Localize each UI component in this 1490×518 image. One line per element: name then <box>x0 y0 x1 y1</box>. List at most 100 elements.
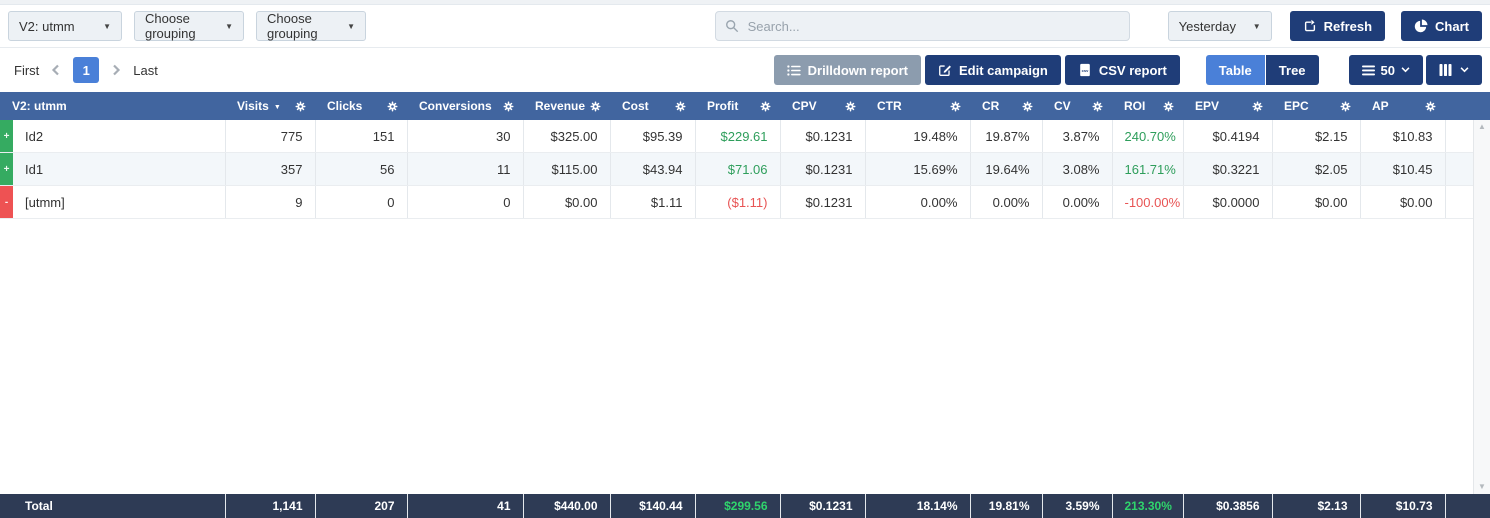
column-header-clicks[interactable]: Clicks <box>315 92 407 120</box>
data-cell: 9 <box>225 185 316 219</box>
row-filler <box>1445 185 1473 219</box>
column-settings-gear[interactable] <box>1163 101 1174 112</box>
row-name-cell: + Id1 <box>0 152 226 186</box>
column-label: CPV <box>792 99 817 113</box>
total-cell: 18.14% <box>865 494 971 518</box>
column-header-v2-utmm[interactable]: V2: utmm <box>0 92 225 120</box>
date-range-select[interactable]: Yesterday ▼ <box>1167 11 1272 41</box>
pagination: First 1 Last <box>8 57 158 83</box>
column-header-cost[interactable]: Cost <box>610 92 695 120</box>
data-cell: 0.00% <box>1042 185 1113 219</box>
vertical-scrollbar[interactable]: ▲ ▼ <box>1473 120 1490 494</box>
column-header-cr[interactable]: CR <box>970 92 1042 120</box>
drilldown-report-button[interactable]: Drilldown report <box>773 55 922 85</box>
column-settings-gear[interactable] <box>760 101 771 112</box>
column-chooser-button[interactable] <box>1426 55 1482 85</box>
total-cell: 41 <box>407 494 524 518</box>
column-settings-gear[interactable] <box>590 101 601 112</box>
column-header-revenue[interactable]: Revenue <box>523 92 610 120</box>
row-name[interactable]: Id2 <box>25 128 44 144</box>
total-cell: $299.56 <box>695 494 781 518</box>
grouping-select-1[interactable]: Choose grouping ▼ <box>134 11 244 41</box>
table-row[interactable]: + Id1 357 56 11 $115.00 $43.94 $71.06 $0.1231 15.… <box>0 152 1473 186</box>
row-filler <box>1445 152 1473 186</box>
column-settings-gear[interactable] <box>387 101 398 112</box>
table-row[interactable]: - [utmm] 9 0 0 $0.00 $1.11 ($1.11) $0.1231 0.00% 0… <box>0 185 1473 219</box>
chart-button[interactable]: Chart <box>1401 11 1482 41</box>
data-cell: 0 <box>407 185 524 219</box>
stats-table-header: V2: utmm Visits ▼ Clicks Conversions Revenue C… <box>0 92 1490 120</box>
column-header-roi[interactable]: ROI <box>1112 92 1183 120</box>
column-label: EPC <box>1284 99 1309 113</box>
table-view-label: Table <box>1218 62 1252 78</box>
column-header-ctr[interactable]: CTR <box>865 92 970 120</box>
data-cell: $0.1231 <box>780 185 866 219</box>
table-view-button[interactable]: Table <box>1205 55 1265 85</box>
column-settings-gear[interactable] <box>1340 101 1351 112</box>
column-settings-gear[interactable] <box>1022 101 1033 112</box>
tree-view-button[interactable]: Tree <box>1265 55 1319 85</box>
pagination-prev-icon[interactable] <box>51 64 61 76</box>
data-cell: 11 <box>407 152 524 186</box>
search-input[interactable] <box>714 11 1130 41</box>
column-header-visits[interactable]: Visits ▼ <box>225 92 315 120</box>
total-cell: 1,141 <box>225 494 316 518</box>
column-header-conversions[interactable]: Conversions <box>407 92 523 120</box>
column-settings-gear[interactable] <box>503 101 514 112</box>
column-settings-gear[interactable] <box>1252 101 1263 112</box>
pagination-next-icon[interactable] <box>111 64 121 76</box>
column-label: CV <box>1054 99 1071 113</box>
data-cell: $325.00 <box>523 120 611 153</box>
total-cell: $440.00 <box>523 494 611 518</box>
column-header-cv[interactable]: CV <box>1042 92 1112 120</box>
stats-table: + Id2 775 151 30 $325.00 $95.39 $229.61 $0.1231 1… <box>0 120 1473 219</box>
column-header-cpv[interactable]: CPV <box>780 92 865 120</box>
data-cell: 3.08% <box>1042 152 1113 186</box>
chevron-down-icon <box>1460 67 1469 73</box>
data-cell: $95.39 <box>610 120 696 153</box>
pagination-first[interactable]: First <box>14 62 40 78</box>
edit-campaign-button[interactable]: Edit campaign <box>925 55 1061 85</box>
column-settings-gear[interactable] <box>675 101 686 112</box>
list-icon <box>786 64 801 76</box>
csv-file-icon: csv <box>1080 63 1090 77</box>
total-cell: $0.1231 <box>780 494 866 518</box>
row-name[interactable]: [utmm] <box>25 194 65 210</box>
row-name[interactable]: Id1 <box>25 161 44 177</box>
data-cell: 15.69% <box>865 152 971 186</box>
data-cell: -100.00% <box>1112 185 1184 219</box>
column-header-epv[interactable]: EPV <box>1183 92 1272 120</box>
column-settings-gear[interactable] <box>1425 101 1436 112</box>
scroll-up-icon[interactable]: ▲ <box>1478 122 1486 131</box>
main-toolbar: V2: utmm ▼ Choose grouping ▼ Choose grou… <box>0 5 1490 48</box>
column-settings-gear[interactable] <box>950 101 961 112</box>
gear-icon <box>1022 101 1033 111</box>
data-cell: $2.05 <box>1272 152 1361 186</box>
scroll-down-icon[interactable]: ▼ <box>1478 482 1486 491</box>
pagination-last[interactable]: Last <box>133 62 158 78</box>
column-label: Revenue <box>535 99 586 113</box>
row-name-cell: + Id2 <box>0 120 226 153</box>
column-header-profit[interactable]: Profit <box>695 92 780 120</box>
grouping-select-2[interactable]: Choose grouping ▼ <box>256 11 366 41</box>
tree-view-label: Tree <box>1278 62 1306 78</box>
row-status-indicator-positive: + <box>0 120 13 152</box>
rows-per-page-button[interactable]: 50 <box>1348 55 1423 85</box>
gear-icon <box>1425 101 1436 111</box>
data-cell: 240.70% <box>1112 120 1184 153</box>
table-row[interactable]: + Id2 775 151 30 $325.00 $95.39 $229.61 $0.1231 1… <box>0 120 1473 153</box>
column-label: AP <box>1372 99 1389 113</box>
gear-icon <box>1092 101 1103 111</box>
pagination-current-page[interactable]: 1 <box>73 57 100 83</box>
total-label: Total <box>0 494 226 518</box>
search-container <box>714 11 1130 41</box>
refresh-button[interactable]: Refresh <box>1289 11 1386 41</box>
column-settings-gear[interactable] <box>1092 101 1103 112</box>
edit-campaign-label: Edit campaign <box>959 62 1048 78</box>
column-header-ap[interactable]: AP <box>1360 92 1445 120</box>
column-settings-gear[interactable] <box>295 101 306 112</box>
csv-report-button[interactable]: csv CSV report <box>1064 55 1180 85</box>
campaign-variable-select[interactable]: V2: utmm ▼ <box>8 11 122 41</box>
column-settings-gear[interactable] <box>845 101 856 112</box>
column-header-epc[interactable]: EPC <box>1272 92 1360 120</box>
